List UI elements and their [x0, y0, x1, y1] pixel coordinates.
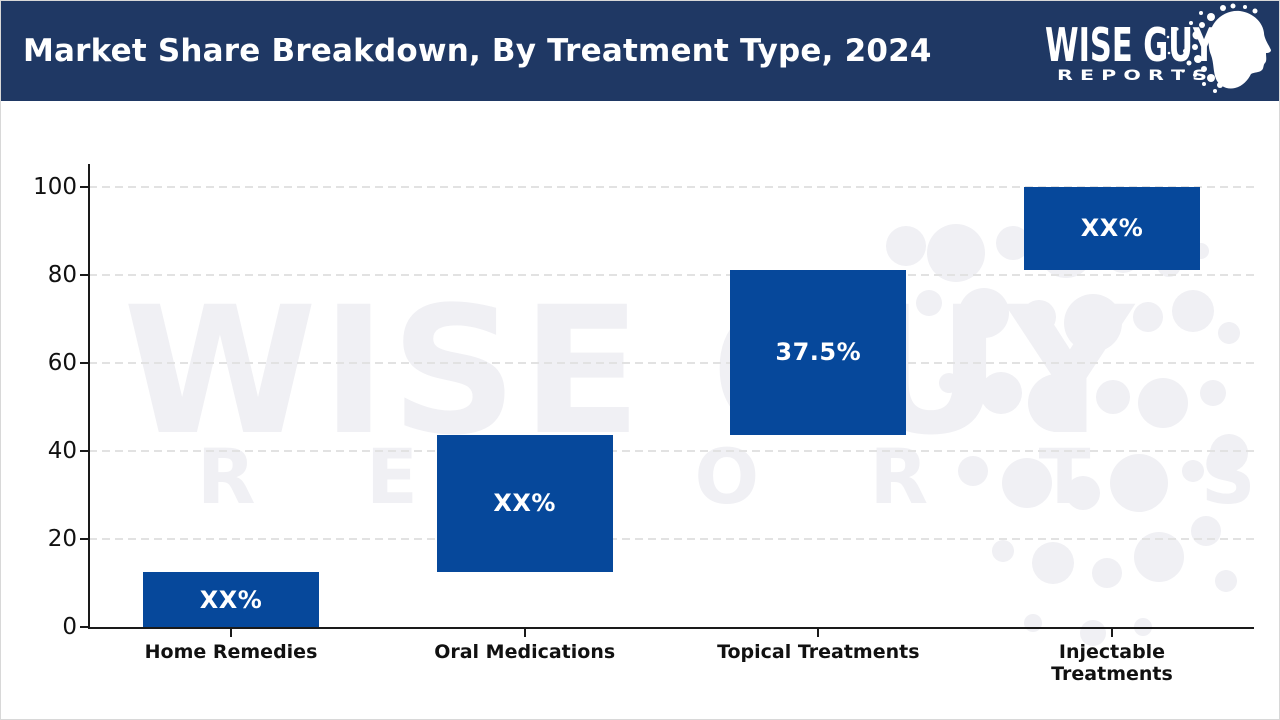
- y-tick: [80, 450, 89, 452]
- x-axis-label: Oral Medications: [434, 641, 616, 663]
- bar: XX%: [143, 572, 319, 627]
- plot-area: 0 20 40 60 80 100 XX% Home Remedies XX% Oral Medi…: [1, 101, 1279, 719]
- x-axis-label: Home Remedies: [144, 641, 318, 663]
- x-tick: [817, 629, 820, 637]
- y-gridline: [89, 186, 1254, 188]
- logo-tagline: R E P O R T S: [1057, 68, 1207, 84]
- bar-value-label: XX%: [1080, 214, 1144, 243]
- y-tick-label: 0: [62, 614, 77, 640]
- y-gridline: [89, 362, 1254, 364]
- x-axis-label: Topical Treatments: [717, 641, 920, 663]
- y-gridline: [89, 450, 1254, 452]
- y-tick: [80, 538, 89, 540]
- y-tick: [80, 186, 89, 188]
- y-tick-label: 60: [47, 350, 77, 376]
- logo-head-icon: [1166, 3, 1271, 93]
- y-tick: [80, 626, 89, 628]
- y-tick-label: 20: [47, 526, 77, 552]
- x-tick: [523, 629, 526, 637]
- bar-value-label: 37.5%: [775, 338, 862, 366]
- y-tick-label: 40: [47, 438, 77, 464]
- bar: 37.5%: [730, 269, 907, 435]
- y-tick: [80, 274, 89, 276]
- y-gridline: [89, 538, 1254, 540]
- bar: XX%: [436, 434, 613, 572]
- bar-value-label: XX%: [493, 489, 556, 518]
- wise-guy-reports-logo: WISE GUY R E P O R T S: [1045, 3, 1271, 93]
- x-axis-line: [88, 627, 1254, 629]
- y-tick-label: 100: [33, 174, 77, 200]
- bar-value-label: XX%: [199, 585, 263, 614]
- x-tick: [230, 629, 232, 637]
- y-tick: [80, 362, 89, 364]
- x-axis-label: Injectable Treatments: [1051, 641, 1173, 685]
- header-bar: Market Share Breakdown, By Treatment Typ…: [1, 1, 1279, 101]
- y-tick-label: 80: [47, 262, 77, 288]
- y-axis-line: [88, 164, 90, 629]
- bar: XX%: [1024, 187, 1200, 270]
- x-tick: [1111, 629, 1113, 637]
- chart-title: Market Share Breakdown, By Treatment Typ…: [23, 33, 932, 69]
- y-gridline: [89, 274, 1254, 276]
